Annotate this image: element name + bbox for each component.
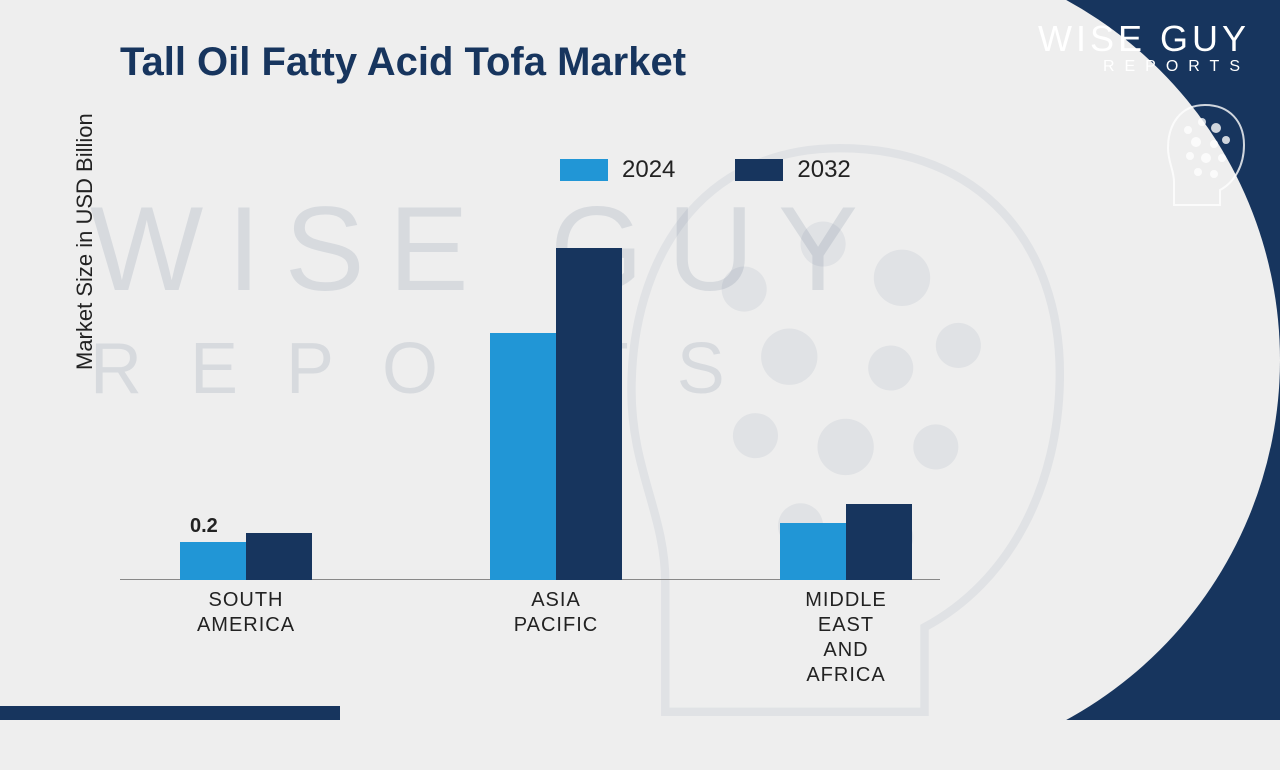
chart-title: Tall Oil Fatty Acid Tofa Market [120, 40, 686, 85]
bottom-accent-bar [0, 706, 340, 720]
bar [490, 333, 556, 580]
legend-swatch-2032 [735, 159, 783, 181]
bar [846, 504, 912, 580]
brand-bottom: REPORTS [1038, 58, 1250, 76]
legend: 2024 2032 [560, 156, 851, 184]
bar [246, 533, 312, 581]
category-label: MIDDLEEASTANDAFRICA [766, 588, 926, 688]
legend-label-2032: 2032 [797, 156, 850, 184]
legend-swatch-2024 [560, 159, 608, 181]
bar [556, 248, 622, 581]
data-label: 0.2 [190, 515, 218, 538]
category-label: ASIAPACIFIC [476, 588, 636, 638]
brand-head-icon [1160, 100, 1250, 210]
y-axis-label: Market Size in USD Billion [72, 113, 98, 370]
brand-logo: WISE GUY REPORTS [1038, 18, 1250, 76]
legend-item-2032: 2032 [735, 156, 850, 184]
bar-chart: 0.2 [120, 200, 940, 580]
brand-top: WISE GUY [1038, 18, 1250, 60]
legend-item-2024: 2024 [560, 156, 675, 184]
legend-label-2024: 2024 [622, 156, 675, 184]
category-label: SOUTHAMERICA [166, 588, 326, 638]
bar [180, 542, 246, 580]
bar [780, 523, 846, 580]
